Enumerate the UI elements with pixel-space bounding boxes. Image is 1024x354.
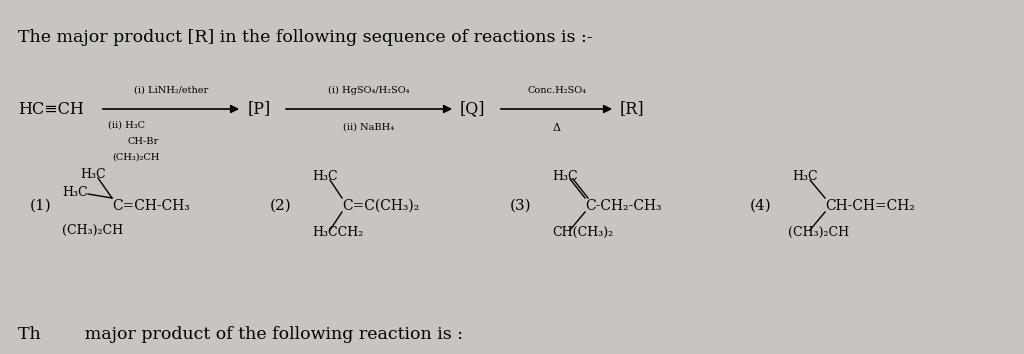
Text: CH(CH₃)₂: CH(CH₃)₂	[552, 225, 613, 239]
Text: H₃C: H₃C	[80, 167, 105, 181]
Text: (1): (1)	[30, 199, 52, 213]
Text: H₃CCH₂: H₃CCH₂	[312, 225, 364, 239]
Text: (i) LiNH₂/ether: (i) LiNH₂/ether	[134, 86, 208, 95]
Text: CH-CH=CH₂: CH-CH=CH₂	[825, 199, 914, 213]
Text: C=CH-CH₃: C=CH-CH₃	[112, 199, 189, 213]
Text: (CH₃)₂CH: (CH₃)₂CH	[112, 153, 160, 162]
Text: (4): (4)	[750, 199, 772, 213]
Text: Conc.H₂SO₄: Conc.H₂SO₄	[527, 86, 587, 95]
Text: [R]: [R]	[620, 101, 645, 118]
Text: C-CH₂-CH₃: C-CH₂-CH₃	[585, 199, 662, 213]
Text: The major product [R] in the following sequence of reactions is :-: The major product [R] in the following s…	[18, 29, 593, 46]
Text: [Q]: [Q]	[460, 101, 485, 118]
Text: (i) HgSO₄/H₂SO₄: (i) HgSO₄/H₂SO₄	[329, 86, 410, 95]
Text: H₃C: H₃C	[312, 170, 338, 183]
Text: H₃C: H₃C	[552, 170, 578, 183]
Text: Δ: Δ	[553, 123, 561, 133]
Text: (2): (2)	[270, 199, 292, 213]
Text: CH-Br: CH-Br	[128, 137, 160, 146]
Text: (3): (3)	[510, 199, 531, 213]
Text: C=C(CH₃)₂: C=C(CH₃)₂	[342, 199, 420, 213]
Text: Th        major product of the following reaction is :: Th major product of the following reacti…	[18, 326, 463, 343]
Text: (ii) H₃C: (ii) H₃C	[108, 121, 145, 130]
Text: [P]: [P]	[248, 101, 271, 118]
Text: H₃C: H₃C	[792, 170, 817, 183]
Text: (ii) NaBH₄: (ii) NaBH₄	[343, 123, 394, 132]
Text: (CH₃)₂CH: (CH₃)₂CH	[62, 223, 123, 236]
Text: (CH₃)₂CH: (CH₃)₂CH	[788, 225, 849, 239]
Text: HC≡CH: HC≡CH	[18, 101, 84, 118]
Text: H₃C: H₃C	[62, 185, 88, 199]
